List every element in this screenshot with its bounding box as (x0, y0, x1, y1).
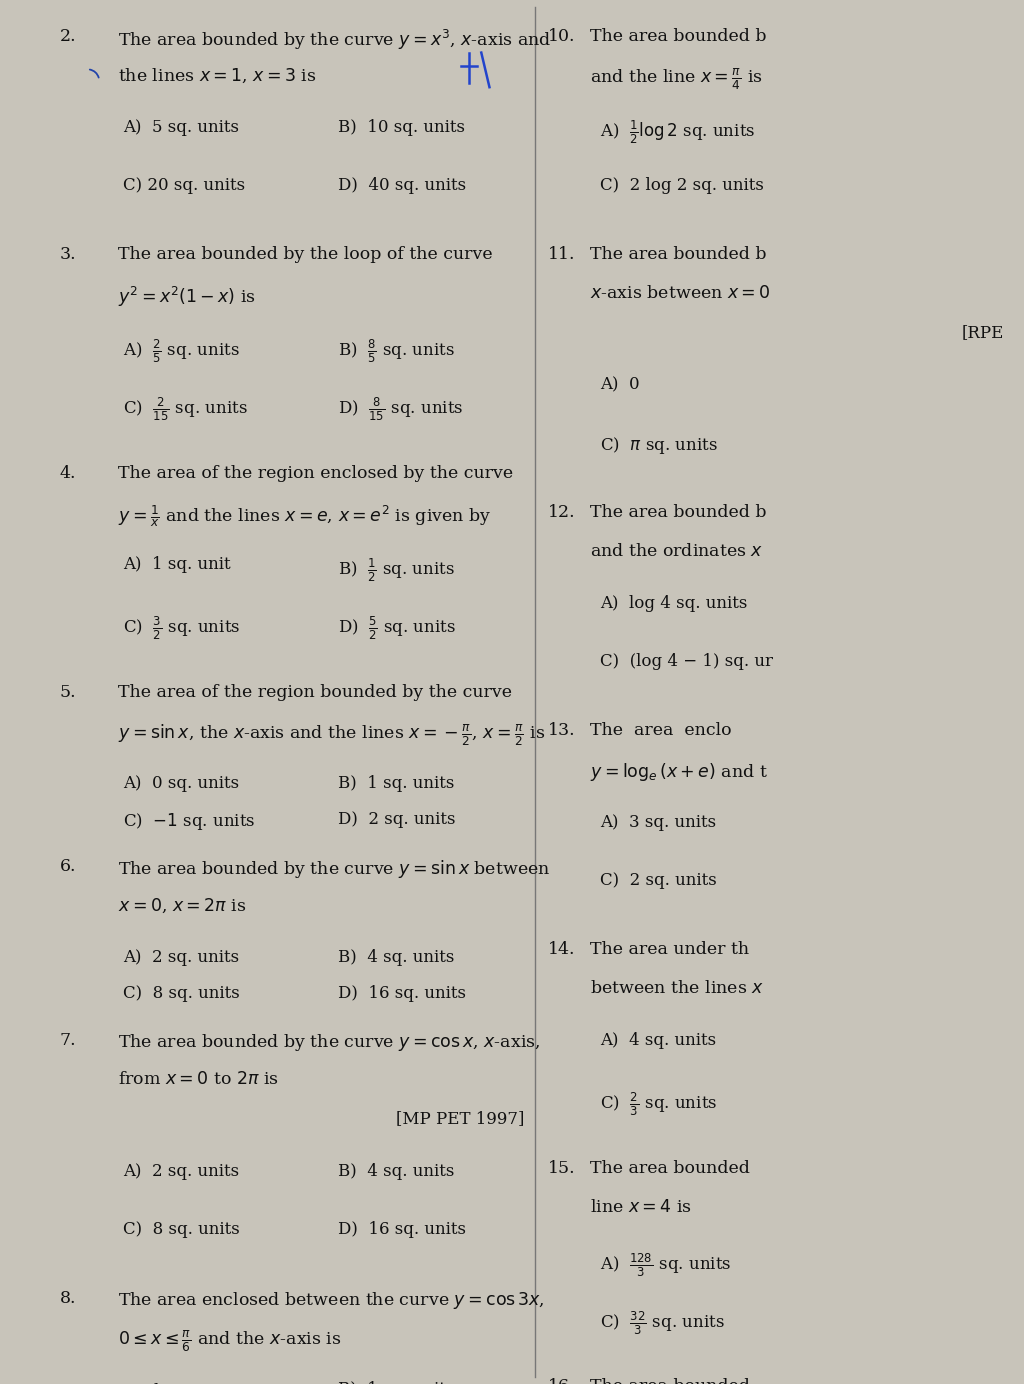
Text: The area of the region enclosed by the curve: The area of the region enclosed by the c… (118, 465, 513, 482)
Text: $y^2 = x^2 (1 - x)$ is: $y^2 = x^2 (1 - x)$ is (118, 285, 262, 309)
Text: B)  4 sq. units: B) 4 sq. units (338, 949, 455, 966)
Text: B)  $\frac{8}{5}$ sq. units: B) $\frac{8}{5}$ sq. units (338, 338, 455, 365)
Text: 4.: 4. (59, 465, 76, 482)
Text: The area under th: The area under th (590, 941, 749, 958)
Text: 16.: 16. (548, 1378, 575, 1384)
Text: A)  $\frac{1}{2}$ sq. units: A) $\frac{1}{2}$ sq. units (123, 1381, 240, 1384)
Text: A)  0: A) 0 (600, 376, 640, 393)
Text: B)  $\frac{1}{2}$ sq. units: B) $\frac{1}{2}$ sq. units (338, 556, 455, 584)
Text: D)  $\frac{8}{15}$ sq. units: D) $\frac{8}{15}$ sq. units (338, 396, 463, 424)
Text: C)  $\frac{3}{2}$ sq. units: C) $\frac{3}{2}$ sq. units (123, 614, 241, 642)
Text: A)  $\frac{1}{2}\log 2$ sq. units: A) $\frac{1}{2}\log 2$ sq. units (600, 119, 756, 147)
Text: $y = \log_e (x + e)$ and t: $y = \log_e (x + e)$ and t (590, 761, 768, 783)
Text: D)  40 sq. units: D) 40 sq. units (338, 177, 466, 194)
Text: The area enclosed between the curve $y = \cos 3x$,: The area enclosed between the curve $y =… (118, 1290, 545, 1311)
Text: The  area  enclo: The area enclo (590, 722, 731, 739)
Text: A)  5 sq. units: A) 5 sq. units (123, 119, 239, 136)
Text: The area bounded by the curve $y = \sin x$ between: The area bounded by the curve $y = \sin … (118, 858, 550, 880)
Text: C)  $\frac{2}{15}$ sq. units: C) $\frac{2}{15}$ sq. units (123, 396, 248, 424)
Text: A)  3 sq. units: A) 3 sq. units (600, 814, 716, 830)
Text: A)  2 sq. units: A) 2 sq. units (123, 949, 239, 966)
Text: B)  1 sq. units: B) 1 sq. units (338, 775, 455, 792)
Text: C)  2 log 2 sq. units: C) 2 log 2 sq. units (600, 177, 764, 194)
Text: C)  $\pi$ sq. units: C) $\pi$ sq. units (600, 435, 718, 455)
Text: 2.: 2. (59, 28, 76, 44)
Text: B)  1 sq. unit: B) 1 sq. unit (338, 1381, 445, 1384)
Text: 12.: 12. (548, 504, 575, 520)
Text: A)  $\frac{2}{5}$ sq. units: A) $\frac{2}{5}$ sq. units (123, 338, 240, 365)
Text: The area bounded b: The area bounded b (590, 28, 766, 44)
Text: 7.: 7. (59, 1032, 76, 1049)
Text: C)  2 sq. units: C) 2 sq. units (600, 872, 717, 889)
Text: 11.: 11. (548, 246, 575, 263)
Text: The area bounded by the curve $y = x^3$, $x$-axis and: The area bounded by the curve $y = x^3$,… (118, 28, 551, 51)
Text: B)  10 sq. units: B) 10 sq. units (338, 119, 465, 136)
Text: D)  16 sq. units: D) 16 sq. units (338, 985, 466, 1002)
Text: and the line $x = \frac{\pi}{4}$ is: and the line $x = \frac{\pi}{4}$ is (590, 66, 763, 91)
Text: The area bounded b: The area bounded b (590, 504, 766, 520)
Text: $x$-axis between $x = 0$: $x$-axis between $x = 0$ (590, 285, 771, 302)
Text: C) 20 sq. units: C) 20 sq. units (123, 177, 245, 194)
Text: $0 \leq x \leq \frac{\pi}{6}$ and the $x$-axis is: $0 \leq x \leq \frac{\pi}{6}$ and the $x… (118, 1329, 341, 1354)
Text: between the lines $x$: between the lines $x$ (590, 980, 764, 996)
Text: from $x = 0$ to $2\pi$ is: from $x = 0$ to $2\pi$ is (118, 1071, 279, 1088)
Text: A)  log 4 sq. units: A) log 4 sq. units (600, 595, 748, 612)
Text: A)  2 sq. units: A) 2 sq. units (123, 1163, 239, 1179)
Text: C)  $\frac{2}{3}$ sq. units: C) $\frac{2}{3}$ sq. units (600, 1091, 718, 1118)
Text: The area bounded: The area bounded (590, 1160, 750, 1176)
Text: C)  8 sq. units: C) 8 sq. units (123, 1221, 240, 1237)
Text: The area bounded b: The area bounded b (590, 246, 766, 263)
Text: $y = \frac{1}{x}$ and the lines $x = e$, $x = e^2$ is given by: $y = \frac{1}{x}$ and the lines $x = e$,… (118, 504, 490, 529)
Text: 14.: 14. (548, 941, 575, 958)
Text: and the ordinates $x$: and the ordinates $x$ (590, 543, 763, 559)
Text: A)  0 sq. units: A) 0 sq. units (123, 775, 239, 792)
Text: The area bounded by the loop of the curve: The area bounded by the loop of the curv… (118, 246, 493, 263)
Text: The area of the region bounded by the curve: The area of the region bounded by the cu… (118, 684, 512, 700)
Text: the lines $x = 1$, $x = 3$ is: the lines $x = 1$, $x = 3$ is (118, 66, 316, 84)
Text: 15.: 15. (548, 1160, 575, 1176)
Text: C)  $\frac{32}{3}$ sq. units: C) $\frac{32}{3}$ sq. units (600, 1309, 725, 1337)
Text: $y = \sin x$, the $x$-axis and the lines $x = -\frac{\pi}{2}$, $x = \frac{\pi}{2: $y = \sin x$, the $x$-axis and the lines… (118, 722, 545, 747)
Text: [RPE: [RPE (962, 324, 1004, 340)
Text: A)  4 sq. units: A) 4 sq. units (600, 1032, 716, 1049)
Text: 3.: 3. (59, 246, 76, 263)
Text: line $x = 4$ is: line $x = 4$ is (590, 1199, 692, 1215)
Text: 13.: 13. (548, 722, 575, 739)
Text: A)  $\frac{128}{3}$ sq. units: A) $\frac{128}{3}$ sq. units (600, 1251, 731, 1279)
Text: [MP PET 1997]: [MP PET 1997] (396, 1110, 524, 1127)
Text: 10.: 10. (548, 28, 575, 44)
Text: D)  $\frac{5}{2}$ sq. units: D) $\frac{5}{2}$ sq. units (338, 614, 456, 642)
Text: D)  16 sq. units: D) 16 sq. units (338, 1221, 466, 1237)
Text: The area bounded by the curve $y = \cos x$, $x$-axis,: The area bounded by the curve $y = \cos … (118, 1032, 540, 1053)
Text: 6.: 6. (59, 858, 76, 875)
Text: 8.: 8. (59, 1290, 76, 1306)
Text: C)  $-1$ sq. units: C) $-1$ sq. units (123, 811, 255, 832)
Text: B)  4 sq. units: B) 4 sq. units (338, 1163, 455, 1179)
Text: The area bounded: The area bounded (590, 1378, 750, 1384)
Text: $x = 0$, $x = 2\pi$ is: $x = 0$, $x = 2\pi$ is (118, 897, 246, 915)
Text: D)  2 sq. units: D) 2 sq. units (338, 811, 456, 828)
Text: C)  8 sq. units: C) 8 sq. units (123, 985, 240, 1002)
Text: C)  (log 4 − 1) sq. ur: C) (log 4 − 1) sq. ur (600, 653, 773, 670)
Text: A)  1 sq. unit: A) 1 sq. unit (123, 556, 230, 573)
Text: 5.: 5. (59, 684, 76, 700)
